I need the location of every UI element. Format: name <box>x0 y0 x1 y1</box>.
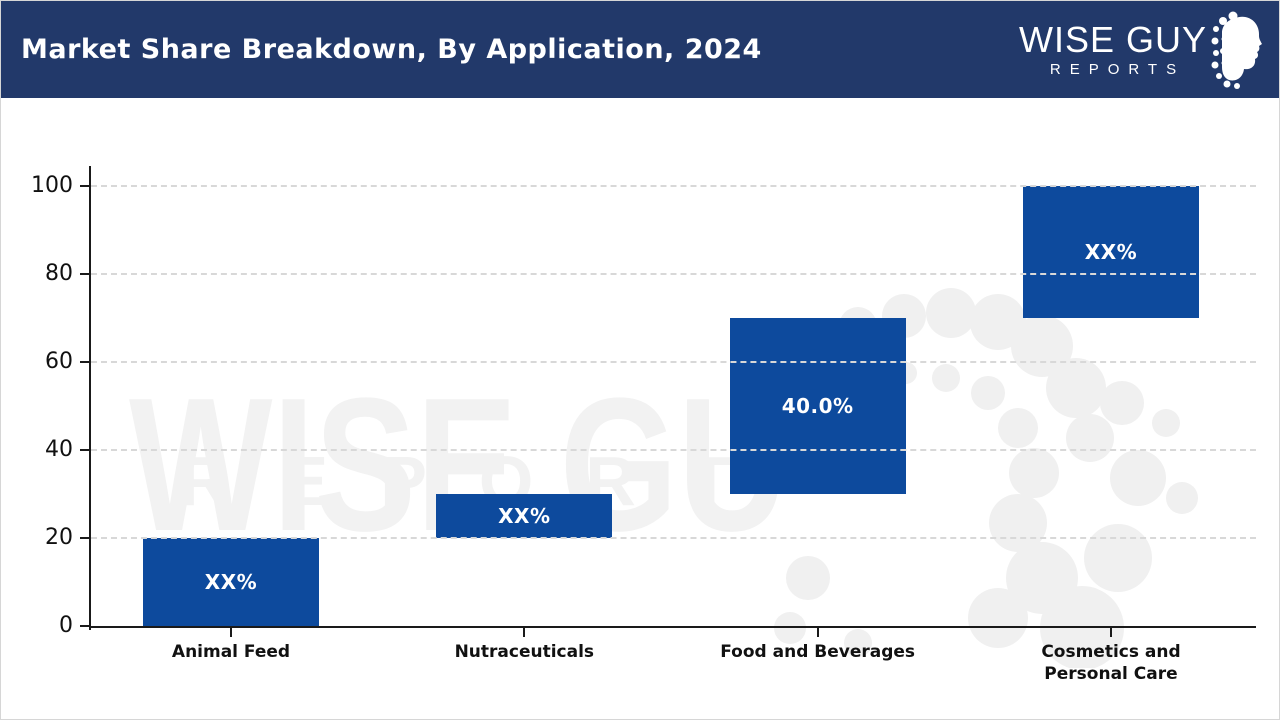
x-category-label: Animal Feed <box>171 642 291 662</box>
x-category-label: Food and Beverages <box>720 642 916 662</box>
y-tick-mark <box>80 273 89 275</box>
gridline-60 <box>91 361 1256 363</box>
chart-title: Market Share Breakdown, By Application, … <box>21 34 762 65</box>
x-tick-mark <box>1109 628 1112 637</box>
gridline-20 <box>91 537 1256 539</box>
bar-value-label: XX% <box>204 570 258 594</box>
gridline-40 <box>91 449 1256 451</box>
y-tick-mark <box>80 185 89 187</box>
y-tick-label: 40 <box>45 437 73 462</box>
chart-canvas: WISE GU REPORT 0 20 40 60 80 100 XX% Animal Fee… <box>1 98 1279 719</box>
y-tick-mark <box>80 625 89 627</box>
dotted-face-logo-icon <box>1211 11 1262 89</box>
bar-animal-feed: XX% <box>143 538 319 626</box>
header-banner: Market Share Breakdown, By Application, … <box>1 1 1279 98</box>
bar-food-and-beverages: 40.0% <box>729 318 906 494</box>
wise-guy-reports-logo: WISE GUY REPORTS <box>1019 11 1263 89</box>
bar-cosmetics-and-personal-care: XX% <box>1022 186 1199 318</box>
gridline-80 <box>91 273 1256 275</box>
logo-brand-subtitle: REPORTS <box>1049 61 1186 78</box>
x-axis-spine <box>89 626 1256 628</box>
y-tick-mark <box>80 361 89 363</box>
y-tick-label: 80 <box>45 261 73 286</box>
bar-value-label: XX% <box>1084 240 1138 264</box>
y-tick-mark <box>80 449 89 451</box>
x-category-label: Nutraceuticals <box>454 642 595 662</box>
bar-nutraceuticals: XX% <box>436 494 613 538</box>
x-category-label: Cosmetics and Personal Care <box>1041 642 1181 685</box>
y-tick-label: 60 <box>45 349 73 374</box>
y-tick-mark <box>80 537 89 539</box>
x-tick-mark <box>230 628 232 637</box>
bar-value-label: 40.0% <box>781 394 854 418</box>
x-tick-mark <box>523 628 526 637</box>
y-tick-label: 0 <box>59 613 73 638</box>
logo-brand-name: WISE GUY <box>1018 19 1207 60</box>
bar-value-label: XX% <box>498 504 551 528</box>
plot-area: 0 20 40 60 80 100 XX% Animal Feed XX% Nutraceutic… <box>31 166 1259 684</box>
gridline-100 <box>91 185 1256 187</box>
y-axis-spine <box>89 166 91 630</box>
y-tick-label: 100 <box>31 173 73 198</box>
logo-text: WISE GUY REPORTS <box>1018 19 1207 78</box>
y-tick-label: 20 <box>45 525 73 550</box>
x-tick-mark <box>816 628 819 637</box>
